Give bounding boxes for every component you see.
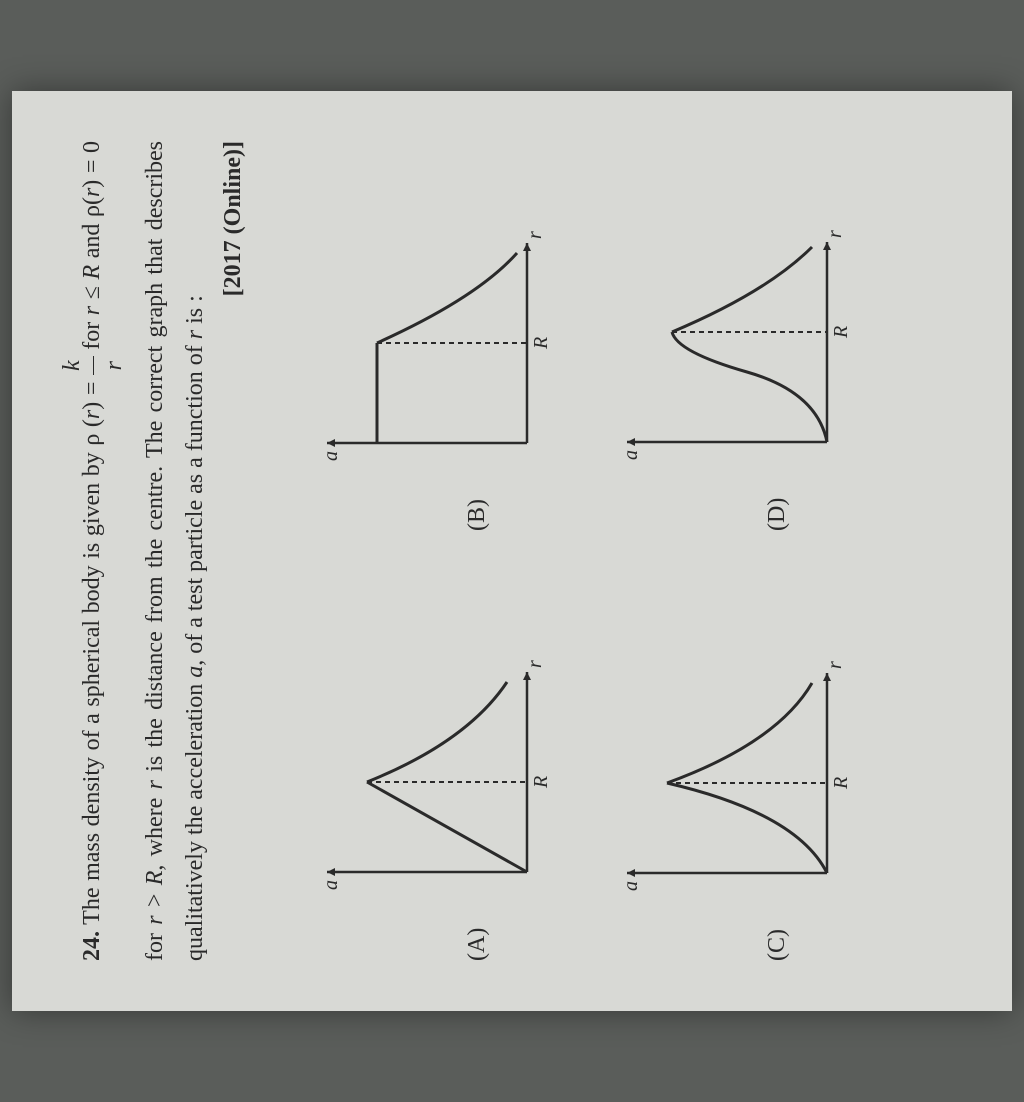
var-r-4: r (142, 915, 168, 924)
graph-a: a r R (307, 652, 567, 912)
r-tick-b: R (530, 337, 552, 350)
r-tick-c: R (830, 777, 852, 790)
var-r-2: r (79, 306, 105, 315)
qtext-p1: The mass density of a spherical body is … (79, 419, 105, 925)
qtext-p8: , where (142, 789, 168, 870)
var-R-2: R (142, 871, 168, 886)
option-a: (A) a r R (307, 571, 567, 961)
x-axis-label-d: r (824, 230, 846, 238)
var-a-1: a (182, 666, 208, 678)
x-axis-label-c: r (824, 661, 846, 669)
qtext-p2: ) = (79, 375, 105, 410)
options-grid: (A) a r R (B) (307, 141, 867, 961)
frac-den: r (94, 356, 135, 375)
graph-b: a r R (307, 223, 567, 483)
x-axis-label-a: r (524, 660, 546, 668)
var-r-1: r (79, 410, 105, 419)
var-r-3: r (79, 188, 105, 197)
y-axis-label-b: a (320, 451, 342, 461)
page: 24. The mass density of a spherical body… (12, 91, 1012, 1011)
var-r-5: r (142, 780, 168, 789)
option-a-label: (A) (384, 928, 491, 961)
question-number: 24. (79, 931, 105, 961)
var-R-1: R (79, 265, 105, 280)
graph-d: a r R (607, 222, 867, 482)
y-axis-label-c: a (620, 881, 642, 891)
graph-c: a r R (607, 653, 867, 913)
r-tick-d: R (830, 325, 852, 338)
qtext-p10: , of a test particle as a function of (182, 339, 208, 666)
y-axis-label-d: a (620, 450, 642, 460)
fraction-k-over-r: kr (52, 356, 135, 375)
y-axis-label-a: a (320, 880, 342, 890)
qtext-p4: ≤ (79, 280, 105, 306)
source-tag: [2017 (Online)] (220, 141, 247, 961)
qtext-p3: for (79, 315, 105, 356)
option-c-label: (C) (684, 929, 791, 961)
question-block: 24. The mass density of a spherical body… (52, 141, 216, 961)
option-c: (C) a r R (607, 571, 867, 961)
qtext-p5: and ρ( (79, 197, 105, 265)
option-b: (B) a r R (307, 141, 567, 531)
frac-num: k (52, 356, 94, 375)
qtext-p7: > (142, 885, 168, 915)
option-d: (D) a r R (607, 141, 867, 531)
r-tick-a: R (530, 775, 552, 788)
qtext-p11: is : (182, 295, 208, 330)
x-axis-label-b: r (524, 231, 546, 239)
option-b-label: (B) (384, 499, 491, 531)
option-d-label: (D) (684, 498, 791, 531)
var-r-6: r (182, 330, 208, 339)
